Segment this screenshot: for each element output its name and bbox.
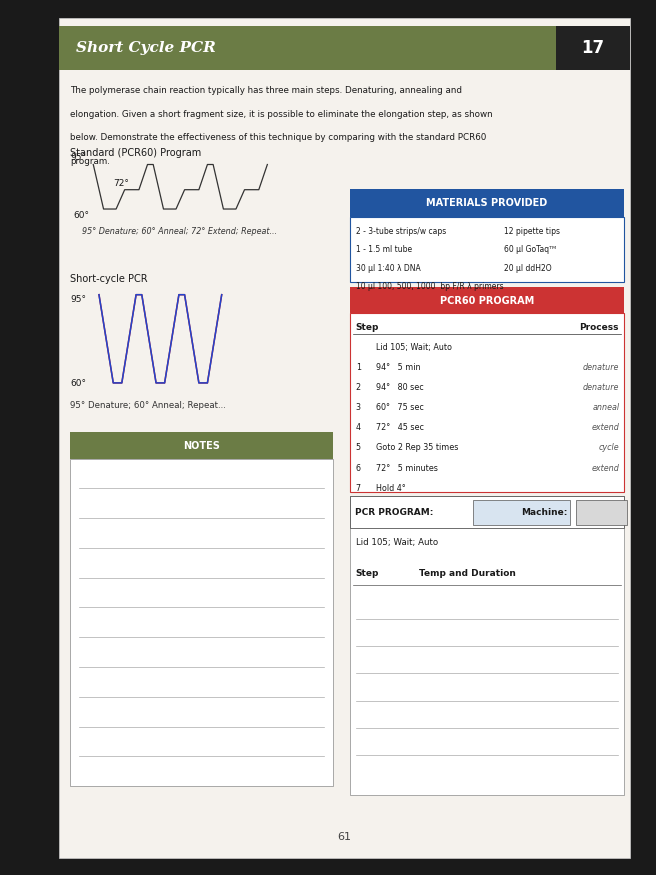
Bar xyxy=(473,500,570,525)
Text: Standard (PCR60) Program: Standard (PCR60) Program xyxy=(70,148,201,157)
Bar xyxy=(575,500,627,525)
Text: denature: denature xyxy=(583,363,619,372)
Text: 2 - 3-tube strips/w caps: 2 - 3-tube strips/w caps xyxy=(356,227,446,235)
Text: 61: 61 xyxy=(337,832,352,843)
Text: 7: 7 xyxy=(356,484,361,493)
Bar xyxy=(350,189,624,217)
Text: 17: 17 xyxy=(581,38,604,57)
Text: 95°: 95° xyxy=(70,153,87,162)
Text: 95° Denature; 60° Anneal; Repeat...: 95° Denature; 60° Anneal; Repeat... xyxy=(70,402,226,410)
Text: 4: 4 xyxy=(356,424,361,432)
Text: The polymerase chain reaction typically has three main steps. Denaturing, anneal: The polymerase chain reaction typically … xyxy=(70,87,462,95)
Text: 1: 1 xyxy=(356,363,361,372)
Text: extend: extend xyxy=(592,464,619,472)
Text: extend: extend xyxy=(592,424,619,432)
Text: 60°   75 sec: 60° 75 sec xyxy=(376,403,424,412)
Text: 94°   80 sec: 94° 80 sec xyxy=(376,383,424,392)
Text: 95° Denature; 60° Anneal; 72° Extend; Repeat...: 95° Denature; 60° Anneal; 72° Extend; Re… xyxy=(82,228,277,236)
Text: anneal: anneal xyxy=(592,403,619,412)
Text: 6: 6 xyxy=(356,464,361,472)
Text: Lid 105; Wait; Auto: Lid 105; Wait; Auto xyxy=(376,343,452,352)
Bar xyxy=(350,313,624,492)
Text: 95°: 95° xyxy=(70,295,87,304)
Text: cycle: cycle xyxy=(599,444,619,452)
Text: 5: 5 xyxy=(356,444,361,452)
Text: Process: Process xyxy=(579,323,619,332)
Text: Step: Step xyxy=(356,323,379,332)
Text: Machine:: Machine: xyxy=(522,507,567,517)
Text: 72°: 72° xyxy=(113,179,129,188)
Text: program.: program. xyxy=(70,157,110,166)
Text: MATERIALS PROVIDED: MATERIALS PROVIDED xyxy=(426,198,548,208)
Text: 94°   5 min: 94° 5 min xyxy=(376,363,420,372)
Bar xyxy=(59,26,630,70)
Text: 60 μl GoTaqᵀᴹ: 60 μl GoTaqᵀᴹ xyxy=(504,245,556,254)
Text: Step: Step xyxy=(356,569,379,578)
Text: Short-cycle PCR: Short-cycle PCR xyxy=(70,274,148,284)
Bar xyxy=(350,287,624,313)
Text: NOTES: NOTES xyxy=(183,441,220,451)
Text: 20 μl ddH2O: 20 μl ddH2O xyxy=(504,263,552,273)
Text: 1 - 1.5 ml tube: 1 - 1.5 ml tube xyxy=(356,245,412,254)
Text: 72°   5 minutes: 72° 5 minutes xyxy=(376,464,438,472)
Bar xyxy=(350,217,624,282)
Bar xyxy=(70,432,333,458)
Bar xyxy=(70,458,333,786)
Text: Lid 105; Wait; Auto: Lid 105; Wait; Auto xyxy=(356,538,438,547)
Text: PCR PROGRAM:: PCR PROGRAM: xyxy=(355,507,433,517)
Bar xyxy=(350,496,624,794)
Text: elongation. Given a short fragment size, it is possible to eliminate the elongat: elongation. Given a short fragment size,… xyxy=(70,110,493,119)
Text: Hold 4°: Hold 4° xyxy=(376,484,405,493)
Text: Goto 2 Rep 35 times: Goto 2 Rep 35 times xyxy=(376,444,458,452)
Text: 72°   45 sec: 72° 45 sec xyxy=(376,424,424,432)
Text: 60°: 60° xyxy=(73,211,89,220)
Text: Short Cycle PCR: Short Cycle PCR xyxy=(76,41,216,55)
Text: 10 μl 100, 500, 1000  bp F/R λ primers: 10 μl 100, 500, 1000 bp F/R λ primers xyxy=(356,282,503,291)
Text: 2: 2 xyxy=(356,383,361,392)
Text: Temp and Duration: Temp and Duration xyxy=(419,569,516,578)
Bar xyxy=(350,496,624,528)
Text: PCR60 PROGRAM: PCR60 PROGRAM xyxy=(440,296,534,305)
Text: denature: denature xyxy=(583,383,619,392)
Bar xyxy=(556,26,630,70)
Text: 60°: 60° xyxy=(70,379,87,388)
Text: 30 μl 1:40 λ DNA: 30 μl 1:40 λ DNA xyxy=(356,263,420,273)
Text: below. Demonstrate the effectiveness of this technique by comparing with the sta: below. Demonstrate the effectiveness of … xyxy=(70,133,487,143)
Text: 12 pipette tips: 12 pipette tips xyxy=(504,227,560,235)
Text: 3: 3 xyxy=(356,403,361,412)
